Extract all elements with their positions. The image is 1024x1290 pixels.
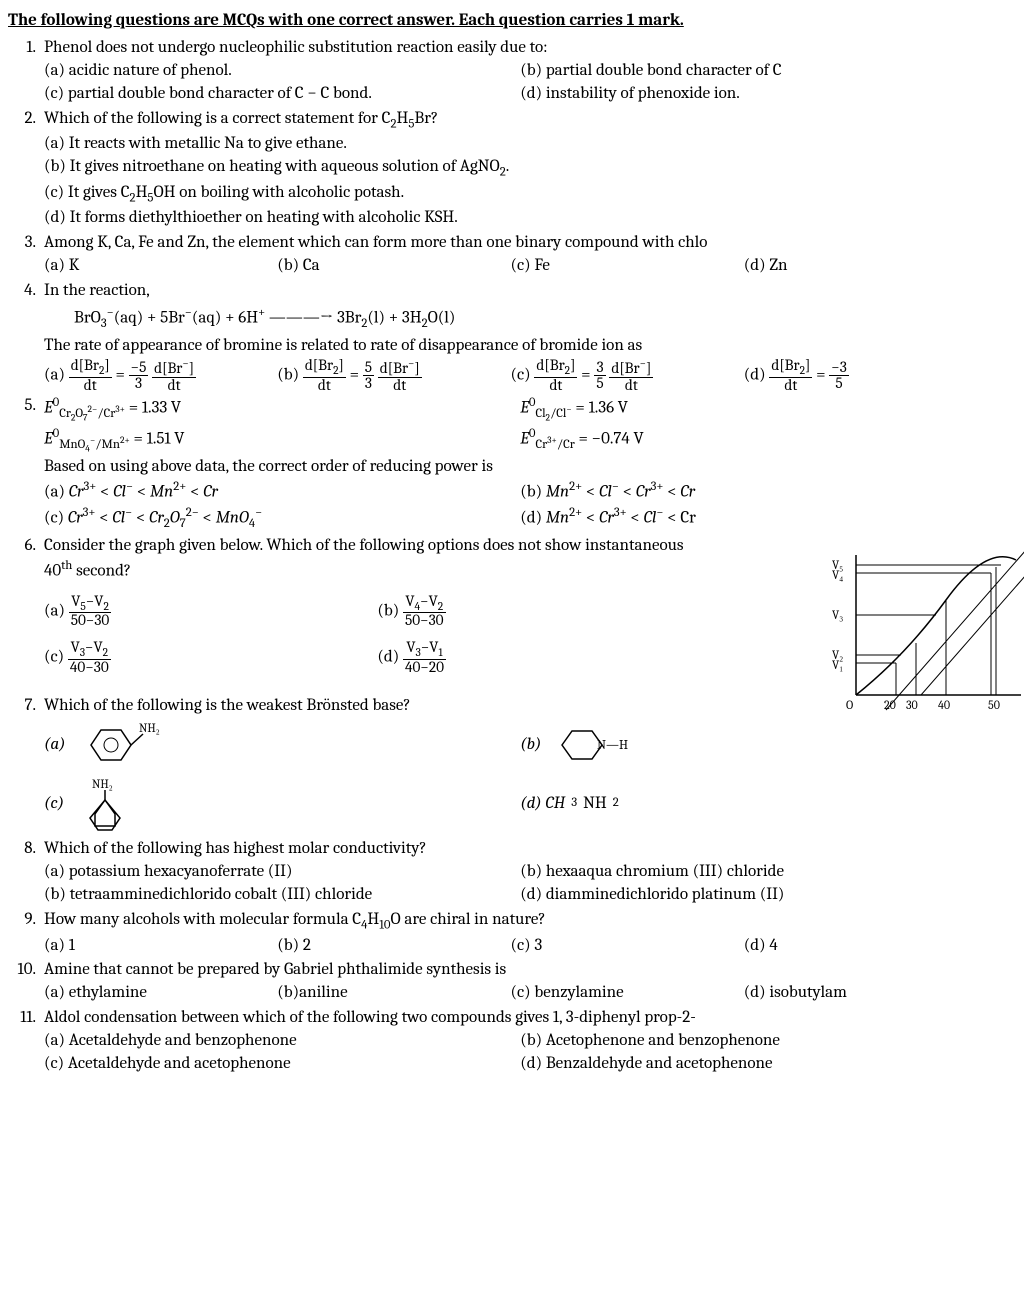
question-3: 3. Among K, Ca, Fe and Zn, the element w… — [8, 232, 1016, 278]
cyclohexylamine-icon: NH₂ — [70, 776, 140, 832]
opt-b: (b) hexaaqua chromium (III) chloride — [520, 861, 996, 884]
opt-c: (c) 3 — [511, 935, 744, 958]
opt-b: (b) V4−V250−30 — [377, 594, 710, 629]
svg-text:50: 50 — [988, 698, 1000, 712]
opt-c: (c) Cr3+ < Cl− < Cr2O72− < MnO4− — [44, 505, 520, 533]
opt-c: (c) benzylamine — [511, 982, 744, 1005]
opt-c: (c) Acetaldehyde and acetophenone — [44, 1053, 520, 1076]
opt-d: (d) It forms diethylthioether on heating… — [44, 207, 1016, 230]
piperidine-icon: N—H — [547, 725, 637, 765]
opt-d: (d) diamminedichlorido platinum (II) — [520, 884, 996, 907]
opt-a: (a) V5−V250−30 — [44, 594, 377, 629]
svg-text:O: O — [846, 698, 853, 712]
opt-a: (a) NH₂ — [44, 722, 520, 768]
q-text: Which of the following has highest molar… — [44, 838, 1016, 861]
opt-c: (c) partial double bond character of C −… — [44, 83, 520, 106]
opt-d: (d) Zn — [744, 255, 977, 278]
q-number: 10. — [8, 959, 44, 1005]
question-list: 1. Phenol does not undergo nucleophilic … — [8, 37, 1016, 1076]
q-text: Which of the following is a correct stat… — [44, 108, 1016, 134]
opt-d: (d) d[Br2]dt = −35 — [744, 358, 977, 393]
opt-b: (b) Ca — [277, 255, 510, 278]
q-number: 6. — [8, 535, 44, 693]
opt-a: (a) d[Br2]dt = −53 d[Br−]dt — [44, 358, 277, 393]
opt-b: (b) It gives nitroethane on heating with… — [44, 156, 1016, 182]
opt-c: (c) Fe — [511, 255, 744, 278]
opt-b: (b) Mn2+ < Cl− < Cr3+ < Cr — [520, 479, 996, 505]
question-4: 4. In the reaction, BrO3−(aq) + 5Br−(aq)… — [8, 280, 1016, 393]
opt-a: (a) K — [44, 255, 277, 278]
opt-d: (d) Mn2+ < Cr3+ < Cl− < Cr — [520, 505, 996, 533]
svg-text:NH₂: NH₂ — [92, 777, 113, 791]
opt-a: (a) ethylamine — [44, 982, 277, 1005]
opt-a: (a) Cr3+ < Cl− < Mn2+ < Cr — [44, 479, 520, 505]
svg-text:V₁: V₁ — [832, 658, 843, 672]
opt-a: (a) Acetaldehyde and benzophenone — [44, 1030, 520, 1053]
aniline-icon: NH₂ — [71, 722, 161, 768]
rate-graph: V₅ V₄ V₃ V₂ V₁ O 20 30 40 50 — [826, 545, 1024, 715]
opt-c: (c) It gives C2H5OH on boiling with alco… — [44, 182, 1016, 208]
q-text: Among K, Ca, Fe and Zn, the element whic… — [44, 232, 1016, 255]
opt-b: (b) 2 — [277, 935, 510, 958]
q-text: Aldol condensation between which of the … — [44, 1007, 1016, 1030]
opt-a: (a) acidic nature of phenol. — [44, 60, 520, 83]
svg-text:40: 40 — [938, 698, 950, 712]
opt-c: (b) tetraamminedichlorido cobalt (III) c… — [44, 884, 520, 907]
question-2: 2. Which of the following is a correct s… — [8, 108, 1016, 231]
opt-b: (b) Acetophenone and benzophenone — [520, 1030, 996, 1053]
q-text: Phenol does not undergo nucleophilic sub… — [44, 37, 1016, 60]
opt-b: (b)aniline — [277, 982, 510, 1005]
opt-d: (d) Benzaldehyde and acetophenone — [520, 1053, 996, 1076]
q-number: 7. — [8, 695, 44, 836]
opt-d: (d) V3−V140−20 — [377, 640, 710, 675]
question-9: 9. How many alcohols with molecular form… — [8, 909, 1016, 958]
opt-c: (c) V3−V240−30 — [44, 640, 377, 675]
question-8: 8. Which of the following has highest mo… — [8, 838, 1016, 907]
opt-a: (a) potassium hexacyanoferrate (II) — [44, 861, 520, 884]
svg-text:V₃: V₃ — [832, 608, 843, 622]
svg-text:30: 30 — [906, 698, 918, 712]
opt-c: (c) NH₂ — [44, 776, 520, 832]
opt-b: (b) partial double bond character of C — [520, 60, 996, 83]
question-11: 11. Aldol condensation between which of … — [8, 1007, 1016, 1076]
opt-c: (c) d[Br2]dt = 35 d[Br−]dt — [511, 358, 744, 393]
q-number: 2. — [8, 108, 44, 231]
opt-d: (d) 4 — [744, 935, 977, 958]
svg-text:V₄: V₄ — [832, 568, 843, 582]
q-number: 5. — [8, 395, 44, 533]
opt-d: (d) CH3NH2 — [520, 776, 996, 832]
q-number: 3. — [8, 232, 44, 278]
question-1: 1. Phenol does not undergo nucleophilic … — [8, 37, 1016, 106]
q-text: In the reaction, — [44, 280, 1016, 303]
reaction-equation: BrO3−(aq) + 5Br−(aq) + 6H+ ———→ 3Br2(l) … — [74, 305, 1016, 333]
q-number: 8. — [8, 838, 44, 907]
opt-a: (a) 1 — [44, 935, 277, 958]
q-number: 4. — [8, 280, 44, 393]
opt-b: (b) d[Br2]dt = 53 d[Br−]dt — [277, 358, 510, 393]
q-text: Amine that cannot be prepared by Gabriel… — [44, 959, 1016, 982]
rate-text: The rate of appearance of bromine is rel… — [44, 335, 1016, 358]
svg-text:NH₂: NH₂ — [139, 722, 160, 735]
q-number: 1. — [8, 37, 44, 106]
svg-text:20: 20 — [884, 698, 896, 712]
q-number: 9. — [8, 909, 44, 958]
q-text: Based on using above data, the correct o… — [44, 456, 1016, 479]
q-number: 11. — [8, 1007, 44, 1076]
opt-b: (b) N—H — [520, 722, 996, 768]
svg-text:N—H: N—H — [597, 738, 628, 753]
question-6: 6. Consider the graph given below. Which… — [8, 535, 1016, 693]
opt-d: (d) isobutylam — [744, 982, 977, 1005]
electrode-potentials: E0Cr2O72−/Cr3+ = 1.33 V E0Cl2/Cl− = 1.36… — [44, 395, 1016, 426]
electrode-potentials-2: E0MnO4−/Mn2+ = 1.51 V E0Cr3+/Cr = −0.74 … — [44, 426, 1016, 457]
opt-a: (a) It reacts with metallic Na to give e… — [44, 133, 1016, 156]
question-5: 5. E0Cr2O72−/Cr3+ = 1.33 V E0Cl2/Cl− = 1… — [8, 395, 1016, 533]
question-10: 10. Amine that cannot be prepared by Gab… — [8, 959, 1016, 1005]
question-7: 7. Which of the following is the weakest… — [8, 695, 1016, 836]
q-text: How many alcohols with molecular formula… — [44, 909, 1016, 935]
section-header: The following questions are MCQs with on… — [8, 10, 1016, 33]
opt-d: (d) instability of phenoxide ion. — [520, 83, 996, 106]
